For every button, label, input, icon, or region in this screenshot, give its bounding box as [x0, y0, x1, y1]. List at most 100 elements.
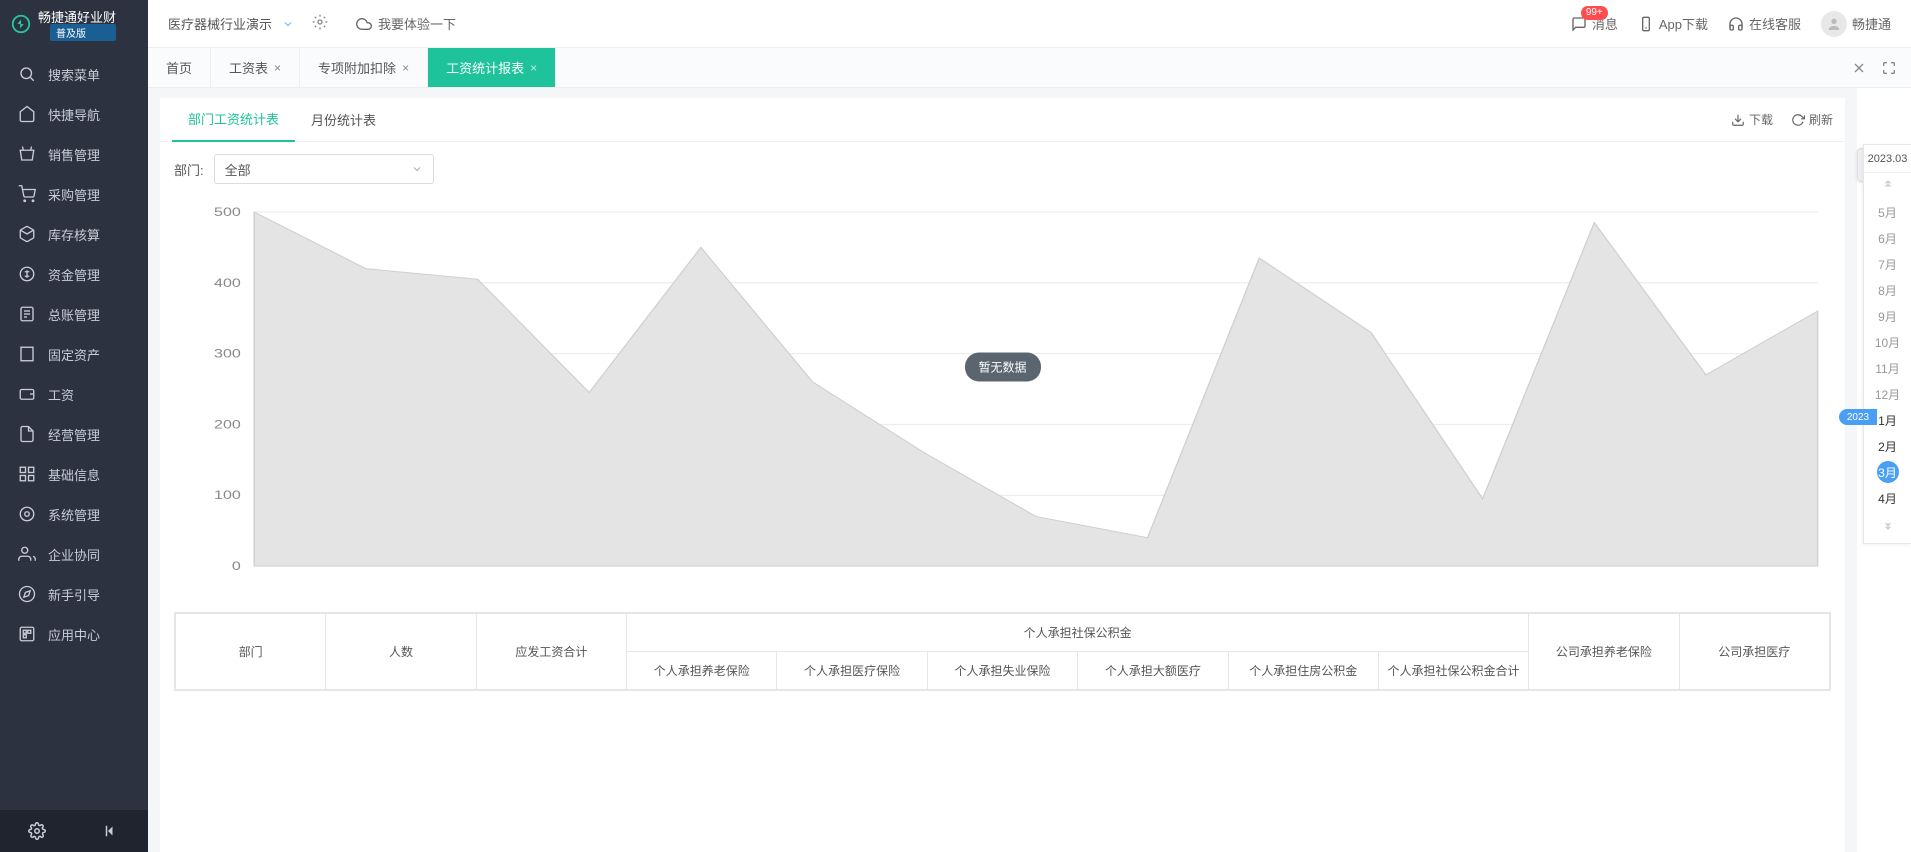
col-subheader: 个人承担养老保险 [627, 652, 777, 690]
tab-label: 专项附加扣除 [318, 58, 396, 77]
tab-3[interactable]: 工资统计报表 × [428, 48, 556, 87]
col-subheader: 个人承担社保公积金合计 [1378, 652, 1528, 690]
fullscreen-icon[interactable] [1881, 60, 1897, 76]
period-item-11月[interactable]: 11月 [1864, 355, 1911, 381]
org-settings-button[interactable] [312, 14, 328, 33]
refresh-button[interactable]: 刷新 [1791, 111, 1833, 128]
subtab-1[interactable]: 月份统计表 [295, 98, 392, 142]
sidebar-item-7[interactable]: 固定资产 [0, 334, 148, 374]
tab-close-icon[interactable]: × [530, 61, 537, 75]
chevron-down-double-icon [1880, 516, 1896, 532]
period-item-9月[interactable]: 9月 [1864, 303, 1911, 329]
ledger-icon [18, 305, 36, 323]
dept-select-value: 全部 [225, 160, 251, 179]
svg-text:500: 500 [214, 206, 241, 220]
sidebar-item-label: 资金管理 [48, 265, 100, 284]
sidebar-item-label: 总账管理 [48, 305, 100, 324]
sidebar-item-1[interactable]: 快捷导航 [0, 94, 148, 134]
period-item-5月[interactable]: 5月 [1864, 199, 1911, 225]
app-download-button[interactable]: App下载 [1638, 14, 1708, 33]
sidebar-item-label: 系统管理 [48, 505, 100, 524]
sidebar-item-2[interactable]: 销售管理 [0, 134, 148, 174]
period-year-badge: 2023 [1839, 409, 1877, 425]
sidebar-item-label: 固定资产 [48, 345, 100, 364]
filter-row: 部门: 全部 [160, 142, 1845, 196]
sidebar-item-4[interactable]: 库存核算 [0, 214, 148, 254]
gearcircle-icon [18, 505, 36, 523]
try-label: 我要体验一下 [378, 14, 456, 33]
topbar-right: 消息 99+ App下载 在线客服 畅捷通 [1571, 11, 1891, 37]
period-item-6月[interactable]: 6月 [1864, 225, 1911, 251]
sidebar-item-label: 库存核算 [48, 225, 100, 244]
sidebar-menu: 搜索菜单快捷导航销售管理采购管理库存核算资金管理总账管理固定资产工资经营管理基础… [0, 48, 148, 810]
app-icon [18, 625, 36, 643]
user-menu[interactable]: 畅捷通 [1821, 11, 1891, 37]
col-header: 公司承担医疗 [1679, 614, 1829, 690]
logo-area: 畅捷通好业财 普及版 [0, 0, 148, 48]
team-icon [18, 545, 36, 563]
period-item-8月[interactable]: 8月 [1864, 277, 1911, 303]
chart-area: 0100200300400500 暂无数据 [174, 202, 1831, 596]
sidebar-item-12[interactable]: 企业协同 [0, 534, 148, 574]
sidebar-item-8[interactable]: 工资 [0, 374, 148, 414]
tab-close-icon[interactable]: × [274, 61, 281, 75]
download-button[interactable]: 下载 [1731, 111, 1773, 128]
sidebar-item-3[interactable]: 采购管理 [0, 174, 148, 214]
tab-1[interactable]: 工资表× [211, 48, 300, 87]
period-item-3月[interactable]: 3月 [1864, 459, 1911, 485]
settings-button[interactable] [0, 822, 74, 840]
period-picker: 2023.03 5月6月7月8月9月10月11月12月1月2月3月4月 2023 [1863, 144, 1911, 544]
period-current: 2023.03 [1864, 145, 1911, 173]
period-item-7月[interactable]: 7月 [1864, 251, 1911, 277]
org-selector[interactable]: 医疗器械行业演示 [168, 14, 294, 33]
dept-select[interactable]: 全部 [214, 154, 434, 184]
messages-button[interactable]: 消息 99+ [1571, 14, 1618, 33]
sidebar-item-5[interactable]: 资金管理 [0, 254, 148, 294]
sidebar-item-label: 销售管理 [48, 145, 100, 164]
col-subheader: 个人承担住房公积金 [1228, 652, 1378, 690]
sidebar-item-14[interactable]: 应用中心 [0, 614, 148, 654]
avatar-icon [1821, 11, 1847, 37]
online-service-button[interactable]: 在线客服 [1728, 14, 1801, 33]
col-subheader: 个人承担大额医疗 [1078, 652, 1228, 690]
sidebar-item-11[interactable]: 系统管理 [0, 494, 148, 534]
svg-text:400: 400 [214, 277, 241, 291]
sidebar-item-10[interactable]: 基础信息 [0, 454, 148, 494]
period-item-12月[interactable]: 12月 [1864, 381, 1911, 407]
sidebar-footer [0, 810, 148, 852]
sidebar-item-0[interactable]: 搜索菜单 [0, 54, 148, 94]
wallet-icon [18, 385, 36, 403]
sidebar-item-label: 应用中心 [48, 625, 100, 644]
chart-tooltip: 暂无数据 [964, 353, 1040, 382]
period-item-10月[interactable]: 10月 [1864, 329, 1911, 355]
sidebar-item-6[interactable]: 总账管理 [0, 294, 148, 334]
tab-0[interactable]: 首页 [148, 48, 211, 87]
sidebar-item-9[interactable]: 经营管理 [0, 414, 148, 454]
period-next-button[interactable] [1864, 511, 1911, 537]
period-item-4月[interactable]: 4月 [1864, 485, 1911, 511]
grid-icon [18, 465, 36, 483]
tab-2[interactable]: 专项附加扣除 × [300, 48, 428, 87]
subtab-0[interactable]: 部门工资统计表 [172, 98, 295, 142]
cloud-icon [356, 16, 372, 32]
close-all-icon[interactable] [1851, 60, 1867, 76]
topbar: 医疗器械行业演示 我要体验一下 消息 99+ App下载 在线客服 畅捷通 [148, 0, 1911, 48]
tab-close-icon[interactable]: × [402, 61, 409, 75]
search-icon [18, 65, 36, 83]
collapse-sidebar-button[interactable] [74, 822, 148, 840]
period-prev-button[interactable] [1864, 173, 1911, 199]
area-chart: 0100200300400500 [174, 202, 1831, 596]
doc-icon [18, 425, 36, 443]
messages-badge: 99+ [1581, 6, 1608, 20]
try-experience-button[interactable]: 我要体验一下 [356, 14, 456, 33]
refresh-icon [1791, 113, 1805, 127]
sidebar-item-13[interactable]: 新手引导 [0, 574, 148, 614]
period-item-2月[interactable]: 2月 [1864, 433, 1911, 459]
col-group-header: 个人承担社保公积金 [627, 614, 1529, 652]
svg-text:100: 100 [214, 489, 241, 503]
tab-label: 工资统计报表 [446, 58, 524, 77]
cart-icon [18, 185, 36, 203]
headset-icon [1728, 16, 1744, 32]
svg-text:0: 0 [232, 560, 241, 574]
col-subheader: 个人承担失业保险 [927, 652, 1077, 690]
